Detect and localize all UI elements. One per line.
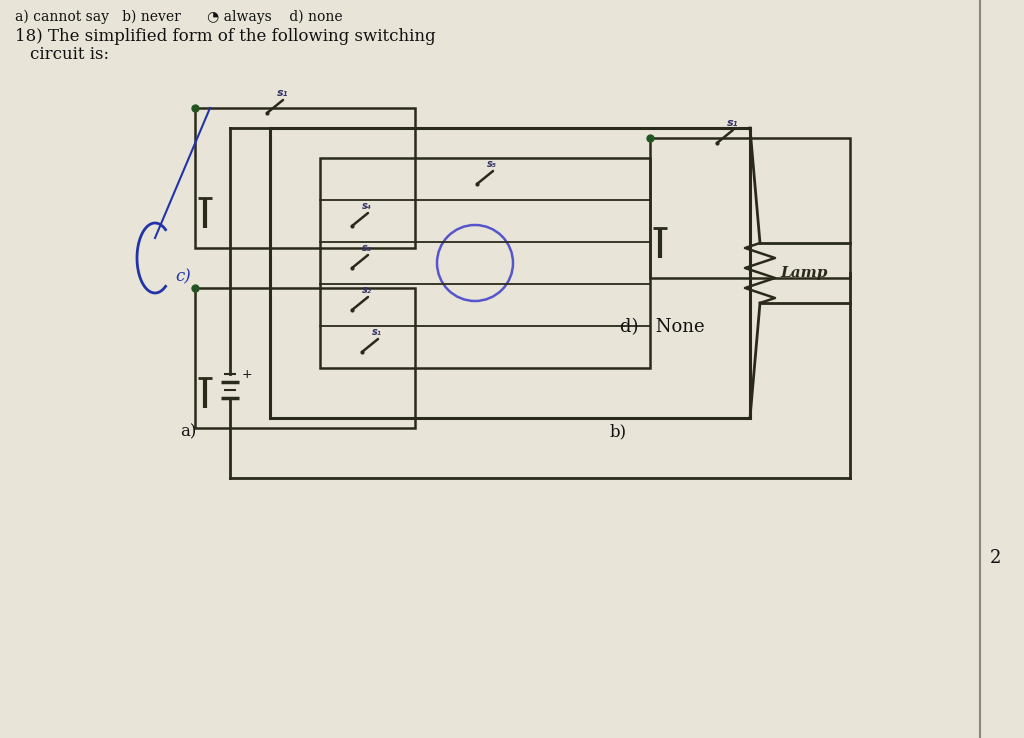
Text: s₂: s₂	[362, 285, 372, 295]
Text: s₁: s₁	[727, 118, 738, 128]
Text: +: +	[242, 368, 253, 381]
Text: s₃: s₃	[362, 243, 372, 253]
Text: 2: 2	[990, 549, 1001, 567]
Text: b): b)	[610, 423, 627, 440]
Text: s₄: s₄	[362, 201, 372, 211]
Text: a) cannot say   b) never      ◔ always    d) none: a) cannot say b) never ◔ always d) none	[15, 10, 343, 24]
Bar	[321, 158, 650, 368]
Text: d)   None: d) None	[620, 318, 705, 336]
Text: a): a)	[180, 423, 197, 440]
Bar	[270, 128, 750, 418]
Text: Lamp: Lamp	[780, 266, 827, 280]
Bar	[195, 288, 415, 428]
Text: s₁: s₁	[372, 327, 382, 337]
Bar	[650, 138, 850, 278]
Text: c): c)	[175, 268, 190, 285]
Text: 18) The simplified form of the following switching: 18) The simplified form of the following…	[15, 28, 435, 45]
Text: s₁: s₁	[278, 88, 289, 98]
Text: circuit is:: circuit is:	[30, 46, 110, 63]
Text: s₅: s₅	[487, 159, 497, 169]
Bar	[195, 108, 415, 248]
